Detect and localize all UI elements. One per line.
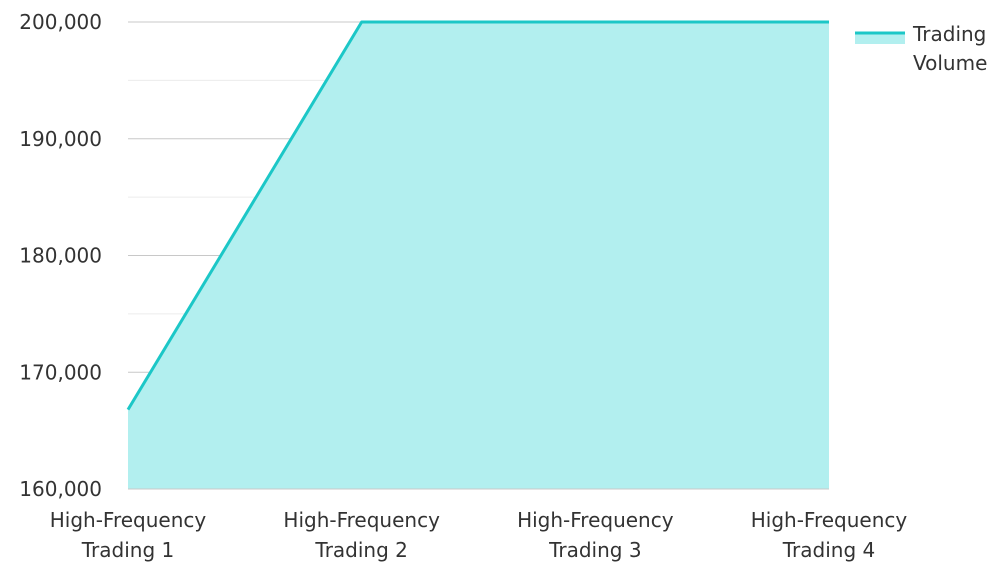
x-tick-label: High-Frequency Trading 2 <box>283 508 440 562</box>
y-tick-label: 180,000 <box>19 244 102 268</box>
x-tick-label: High-Frequency Trading 3 <box>517 508 674 562</box>
legend-label: Trading Volume <box>912 22 987 75</box>
area-layer <box>126 20 829 489</box>
y-tick-label: 170,000 <box>19 360 102 384</box>
area-fill <box>128 22 829 489</box>
y-tick-label: 200,000 <box>19 10 102 34</box>
axes: 160,000 170,000 180,000 190,000 200,000 High-… <box>19 10 907 562</box>
x-tick-label: High-Frequency Trading 4 <box>751 508 908 562</box>
y-tick-label: 190,000 <box>19 127 102 151</box>
series-line <box>126 20 829 411</box>
y-tick-label: 160,000 <box>19 477 102 501</box>
x-tick-label: High-Frequency Trading 1 <box>50 508 207 562</box>
legend: Trading Volume <box>855 22 987 75</box>
legend-swatch-fill <box>855 32 905 44</box>
